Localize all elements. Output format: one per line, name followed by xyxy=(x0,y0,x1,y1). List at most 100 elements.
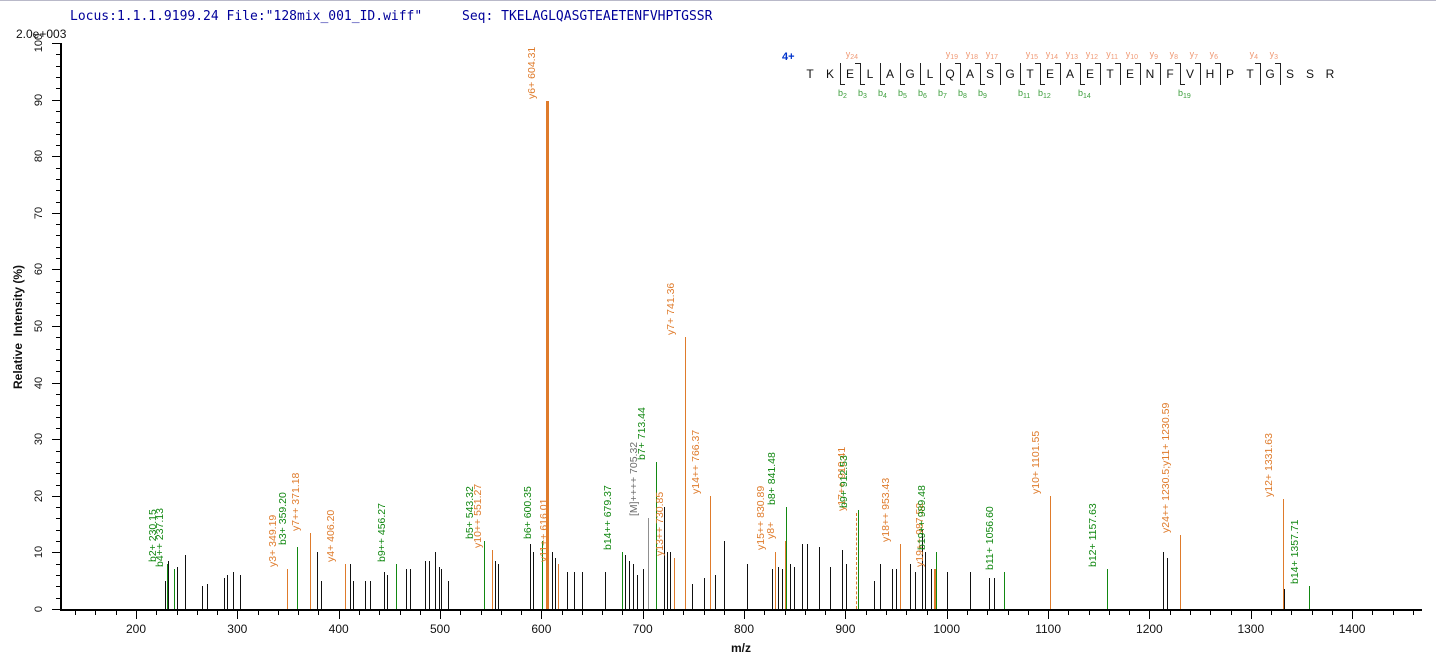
peak-b-ion xyxy=(656,461,658,609)
y-axis-scale-note: 2.0e+003 xyxy=(16,27,67,41)
residue: Q xyxy=(945,67,955,81)
peak xyxy=(924,552,926,609)
y-ion-hook xyxy=(1075,63,1080,64)
y-ion-label: y9 xyxy=(1134,49,1158,61)
residue: T xyxy=(806,67,814,81)
peak xyxy=(632,563,634,609)
residue: A xyxy=(1065,67,1074,81)
x-tick-label: 400 xyxy=(328,622,349,636)
peak xyxy=(819,546,820,609)
residue: G xyxy=(1005,67,1015,81)
b-ion-hook xyxy=(880,84,885,85)
peak xyxy=(664,507,665,609)
y-ion-label-text: 17 xyxy=(990,54,998,61)
peak xyxy=(628,560,630,609)
residue: T xyxy=(1026,67,1034,81)
x-minor-tick xyxy=(865,611,867,615)
b-ion-label: b14 xyxy=(1078,88,1102,100)
y-minor-tick xyxy=(56,461,60,463)
x-axis-line xyxy=(60,609,1422,611)
peak-y-ion xyxy=(674,558,675,609)
peak-b-ion xyxy=(297,546,299,609)
y-ion-label-text: 24 xyxy=(850,54,858,61)
y-ion-label-text: y xyxy=(945,49,951,59)
y-minor-tick xyxy=(56,529,60,531)
x-tick-label: 200 xyxy=(125,622,147,636)
peak-y-ion xyxy=(934,569,938,609)
y-minor-tick xyxy=(56,360,60,361)
y-ion-label-text: y xyxy=(1189,49,1195,59)
cleavage-divider xyxy=(1080,63,1081,85)
peak xyxy=(896,569,898,609)
x-major-tick xyxy=(1149,611,1151,619)
residue: G xyxy=(905,67,915,81)
x-major-tick xyxy=(642,611,644,619)
peak xyxy=(777,566,779,609)
peak xyxy=(384,572,386,609)
y-ion-label: y8 xyxy=(1154,49,1178,61)
x-minor-tick xyxy=(723,611,725,615)
y-ion-label: y15 xyxy=(1014,49,1038,61)
y-ion-label-text: 3 xyxy=(1274,54,1278,61)
peak-b-ion xyxy=(541,541,543,609)
y-ion-label-text: 10 xyxy=(1130,54,1138,61)
peak xyxy=(806,543,808,609)
b-ion-label: b4 xyxy=(878,88,902,100)
b-ion-hook xyxy=(840,84,845,85)
peak xyxy=(317,552,319,609)
y-ion-label-text: y xyxy=(985,49,991,59)
y-ion-label-text: 14 xyxy=(1050,54,1058,61)
y-ion-label-text: 9 xyxy=(1154,54,1158,61)
b-ion-label: b5 xyxy=(898,88,922,100)
y-ion-label-text: y xyxy=(1249,49,1255,59)
peak xyxy=(636,575,638,609)
peak xyxy=(554,558,556,609)
y-ion-label: y6 xyxy=(1194,49,1218,61)
x-minor-tick xyxy=(1230,611,1232,615)
x-tick-label: 800 xyxy=(733,622,755,636)
x-minor-tick xyxy=(1108,611,1110,615)
b-ion-label-text: 4 xyxy=(883,93,887,100)
x-minor-tick xyxy=(622,611,624,615)
peak xyxy=(801,543,803,609)
cleavage-divider xyxy=(980,63,981,85)
peak xyxy=(624,555,626,609)
residue: S xyxy=(985,67,994,81)
y-ion-hook xyxy=(995,63,1000,64)
peak xyxy=(781,569,783,609)
x-minor-tick xyxy=(1068,611,1070,615)
y-ion-label: y11 xyxy=(1094,49,1118,61)
x-minor-tick xyxy=(75,611,77,615)
b-ion-label: b2 xyxy=(838,88,862,100)
cleavage-divider xyxy=(1200,63,1201,85)
y-major-tick xyxy=(52,609,60,610)
b-ion-label: b8 xyxy=(958,88,982,100)
y-major-tick xyxy=(52,99,60,101)
residue: F xyxy=(1166,67,1174,81)
x-tick-label: 1200 xyxy=(1136,622,1163,636)
residue: H xyxy=(1205,67,1215,81)
peak xyxy=(946,572,948,609)
b-ion-label-text: 2 xyxy=(843,93,847,100)
x-minor-tick xyxy=(825,611,827,615)
peak xyxy=(642,569,644,609)
peak-y-ion xyxy=(545,101,549,609)
peak-b-ion xyxy=(173,569,175,609)
y-minor-tick xyxy=(56,122,60,124)
peak-b-ion xyxy=(858,509,860,609)
y-ion-label-text: y xyxy=(1045,49,1051,59)
x-minor-tick xyxy=(581,611,583,615)
peak xyxy=(176,566,178,609)
peak xyxy=(922,529,924,609)
y-minor-tick xyxy=(56,586,60,588)
x-minor-tick xyxy=(987,611,989,615)
y-minor-tick xyxy=(56,65,60,67)
residue: L xyxy=(866,67,874,81)
residue: G xyxy=(1265,67,1275,81)
peak xyxy=(772,569,774,609)
b-ion-label-text: 8 xyxy=(963,93,967,100)
y-minor-tick xyxy=(56,77,60,78)
b-ion-label-text: 5 xyxy=(903,93,907,100)
peak xyxy=(551,552,553,609)
